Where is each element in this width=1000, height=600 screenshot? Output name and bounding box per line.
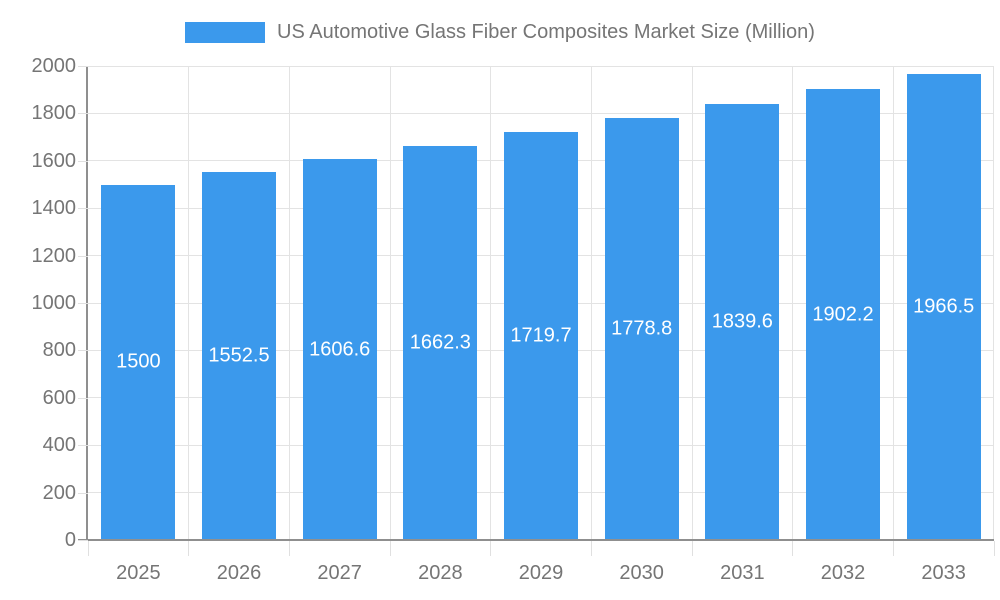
- y-axis-tick: [78, 540, 88, 541]
- y-axis-tick: [78, 492, 88, 494]
- y-axis-tick: [78, 303, 88, 304]
- x-tick-label: 2025: [116, 562, 161, 584]
- y-tick-label: 400: [42, 434, 76, 457]
- y-axis-tick: [78, 66, 88, 67]
- h-gridline: [88, 112, 994, 114]
- x-axis-tick: [892, 541, 894, 556]
- bar-2030[interactable]: 1778.8: [604, 118, 679, 540]
- x-tick-label: 2033: [921, 562, 966, 584]
- y-tick-label: 1400: [31, 197, 77, 220]
- x-axis-tick: [590, 541, 592, 556]
- x-tick-label: 2026: [216, 562, 262, 584]
- y-axis-tick: [78, 397, 88, 399]
- bar-2028[interactable]: 1662.3: [403, 146, 478, 540]
- x-axis-tick: [792, 541, 794, 556]
- bar-value-label: 1500: [116, 350, 161, 373]
- x-tick-label: 2028: [418, 562, 463, 584]
- x-tick-label: 2031: [720, 562, 765, 584]
- x-tick-label: 2032: [820, 562, 866, 584]
- y-axis-tick: [78, 160, 88, 162]
- v-gridline: [590, 66, 592, 540]
- y-axis-tick: [78, 208, 88, 210]
- x-axis-line: [78, 539, 994, 541]
- v-gridline: [691, 66, 693, 540]
- bar-value-label: 1839.6: [711, 310, 773, 333]
- legend-swatch-icon: [185, 21, 266, 43]
- x-axis-tick: [88, 541, 89, 556]
- y-tick-label: 1000: [31, 292, 77, 314]
- x-tick-label: 2029: [518, 562, 564, 584]
- bar-2026[interactable]: 1552.5: [202, 172, 276, 540]
- x-axis-tick: [993, 541, 995, 556]
- y-tick-label: 1800: [31, 102, 77, 125]
- v-gridline: [792, 66, 794, 540]
- y-tick-label: 2000: [31, 55, 77, 77]
- bar-2033[interactable]: 1966.5: [906, 73, 981, 540]
- h-gridline: [88, 65, 994, 67]
- x-tick-label: 2030: [619, 562, 664, 584]
- y-tick-label: 800: [42, 339, 76, 362]
- x-tick-label: 2027: [317, 562, 362, 584]
- bar-2025[interactable]: 1500: [101, 184, 176, 540]
- y-tick-label: 600: [42, 386, 76, 409]
- v-gridline: [993, 66, 994, 540]
- y-axis-tick: [78, 445, 88, 447]
- x-axis-tick: [389, 541, 391, 556]
- y-tick-label: 1200: [31, 244, 77, 267]
- bar-2031[interactable]: 1839.6: [705, 104, 780, 540]
- bar-value-label: 1719.7: [510, 324, 572, 347]
- bar-value-label: 1606.6: [309, 338, 371, 361]
- x-axis-tick: [188, 541, 190, 556]
- y-axis-tick: [78, 350, 88, 352]
- y-tick-label: 200: [42, 481, 76, 504]
- y-tick-label: 1600: [31, 149, 77, 172]
- v-gridline: [490, 66, 492, 540]
- v-gridline: [892, 66, 894, 540]
- y-tick-label: 0: [64, 529, 76, 551]
- bar-value-label: 1778.8: [611, 317, 673, 340]
- legend[interactable]: US Automotive Glass Fiber Composites Mar…: [0, 20, 1000, 44]
- bar-value-label: 1552.5: [208, 344, 270, 367]
- v-gridline: [389, 66, 391, 540]
- y-axis-tick: [78, 255, 88, 257]
- bar-2027[interactable]: 1606.6: [302, 159, 377, 540]
- bar-value-label: 1902.2: [812, 303, 874, 326]
- bar-2032[interactable]: 1902.2: [806, 89, 880, 540]
- x-axis-tick: [490, 541, 492, 556]
- legend-label: US Automotive Glass Fiber Composites Mar…: [277, 21, 815, 43]
- plot-area: 1500 1552.5 1606.6 1662.3 1719.7 1778.8 1839.6…: [88, 65, 994, 540]
- bar-2029[interactable]: 1719.7: [504, 132, 578, 540]
- v-gridline: [288, 66, 290, 540]
- bar-value-label: 1662.3: [409, 331, 471, 354]
- v-gridline: [188, 66, 190, 540]
- bar-value-label: 1966.5: [913, 295, 975, 318]
- x-axis-tick: [288, 541, 290, 556]
- y-axis-tick: [78, 113, 88, 115]
- x-axis-tick: [691, 541, 693, 556]
